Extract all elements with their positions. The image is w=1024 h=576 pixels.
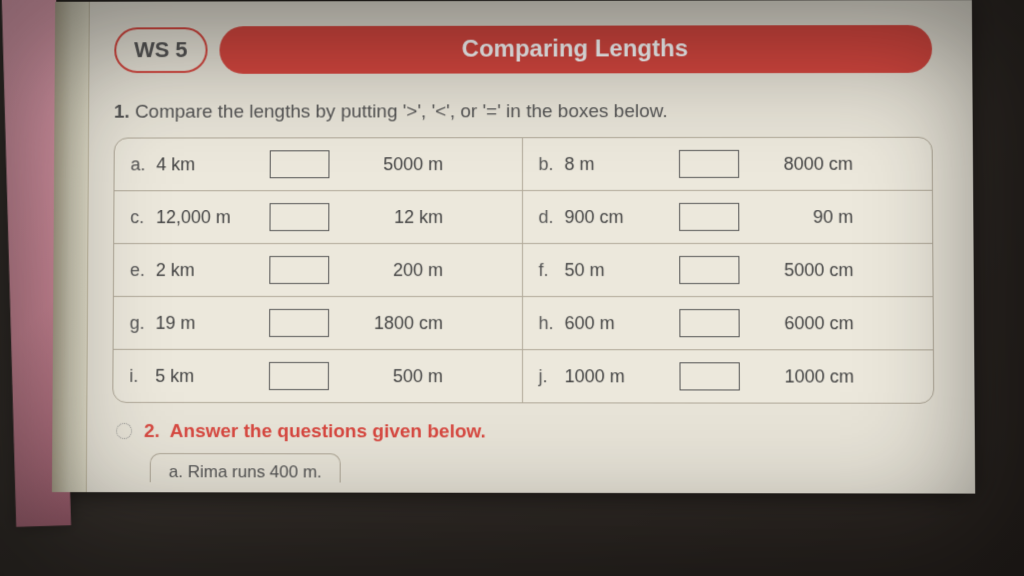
item-letter: e. [130, 260, 156, 281]
answer-box[interactable] [269, 309, 329, 337]
comparison-cell: g.19 m 1800 cm [114, 297, 523, 349]
left-value: 19 m [155, 312, 255, 333]
question-2-number: 2. [144, 421, 160, 443]
table-row: a.4 km 5000 m b.8 m 8000 cm [114, 138, 931, 191]
left-value: 600 m [565, 313, 665, 334]
right-value: 1800 cm [343, 312, 443, 333]
left-value: 12,000 m [156, 207, 256, 228]
left-value: 1000 m [565, 366, 665, 387]
right-value: 500 m [343, 366, 443, 387]
item-letter: j. [539, 366, 565, 387]
table-row: e.2 km 200 m f.50 m 5000 cm [114, 244, 933, 297]
right-value: 5000 m [343, 154, 443, 175]
header: WS 5 Comparing Lengths [114, 25, 932, 74]
answer-box[interactable] [679, 203, 739, 231]
item-letter: g. [130, 312, 156, 333]
page-title: Comparing Lengths [219, 25, 932, 74]
left-value: 4 km [156, 154, 256, 175]
answer-box[interactable] [678, 150, 738, 178]
comparison-cell: f.50 m 5000 cm [523, 244, 933, 296]
right-value: 200 m [343, 260, 443, 281]
question-2a-letter: a. [169, 462, 183, 481]
left-value: 900 cm [564, 206, 664, 227]
page-spine [52, 2, 90, 492]
question-1: 1. Compare the lengths by putting '>', '… [114, 101, 933, 124]
worksheet-page: WS 5 Comparing Lengths 1. Compare the le… [52, 0, 975, 494]
answer-box[interactable] [269, 203, 329, 231]
right-value: 6000 cm [753, 313, 854, 334]
item-letter: i. [129, 365, 155, 386]
question-2a: a. Rima runs 400 m. [150, 453, 935, 483]
question-2a-text: Rima runs 400 m. [188, 462, 322, 481]
item-letter: d. [538, 207, 564, 228]
answer-box[interactable] [269, 256, 329, 284]
comparison-cell: i.5 km 500 m [113, 350, 522, 402]
right-value: 5000 cm [753, 259, 854, 280]
right-value: 8000 cm [753, 153, 853, 174]
comparison-cell: b.8 m 8000 cm [522, 138, 931, 190]
question-1-number: 1. [114, 102, 130, 123]
item-letter: a. [130, 154, 156, 175]
right-value: 90 m [753, 206, 853, 227]
comparison-table: a.4 km 5000 m b.8 m 8000 cm c.12,000 m 12 km d… [112, 137, 934, 404]
right-value: 1000 cm [753, 366, 854, 387]
answer-box[interactable] [269, 362, 329, 390]
left-value: 5 km [155, 365, 255, 386]
left-value: 2 km [156, 260, 256, 281]
right-value: 12 km [343, 207, 443, 228]
answer-box[interactable] [679, 256, 739, 284]
left-value: 50 m [565, 259, 665, 280]
answer-box[interactable] [679, 309, 739, 337]
question-1-text: Compare the lengths by putting '>', '<',… [135, 101, 668, 122]
table-row: i.5 km 500 m j.1000 m 1000 cm [113, 350, 933, 403]
item-letter: f. [539, 259, 565, 280]
comparison-cell: j.1000 m 1000 cm [523, 350, 934, 403]
comparison-cell: h.600 m 6000 cm [523, 297, 933, 349]
question-2: 2. Answer the questions given below. [112, 421, 934, 444]
comparison-cell: d.900 cm 90 m [522, 191, 932, 243]
comparison-cell: a.4 km 5000 m [114, 138, 522, 190]
item-letter: c. [130, 207, 156, 228]
comparison-cell: c.12,000 m 12 km [114, 191, 522, 243]
lightbulb-icon [112, 421, 134, 443]
comparison-cell: e.2 km 200 m [114, 244, 523, 296]
answer-box[interactable] [270, 150, 330, 178]
item-letter: b. [538, 154, 564, 175]
item-letter: h. [539, 313, 565, 334]
question-2a-box: a. Rima runs 400 m. [150, 453, 341, 482]
left-value: 8 m [564, 154, 664, 175]
answer-box[interactable] [679, 362, 739, 390]
table-row: c.12,000 m 12 km d.900 cm 90 m [114, 191, 932, 244]
worksheet-badge: WS 5 [114, 27, 207, 73]
question-2-text: Answer the questions given below. [170, 421, 486, 443]
table-row: g.19 m 1800 cm h.600 m 6000 cm [114, 297, 933, 350]
